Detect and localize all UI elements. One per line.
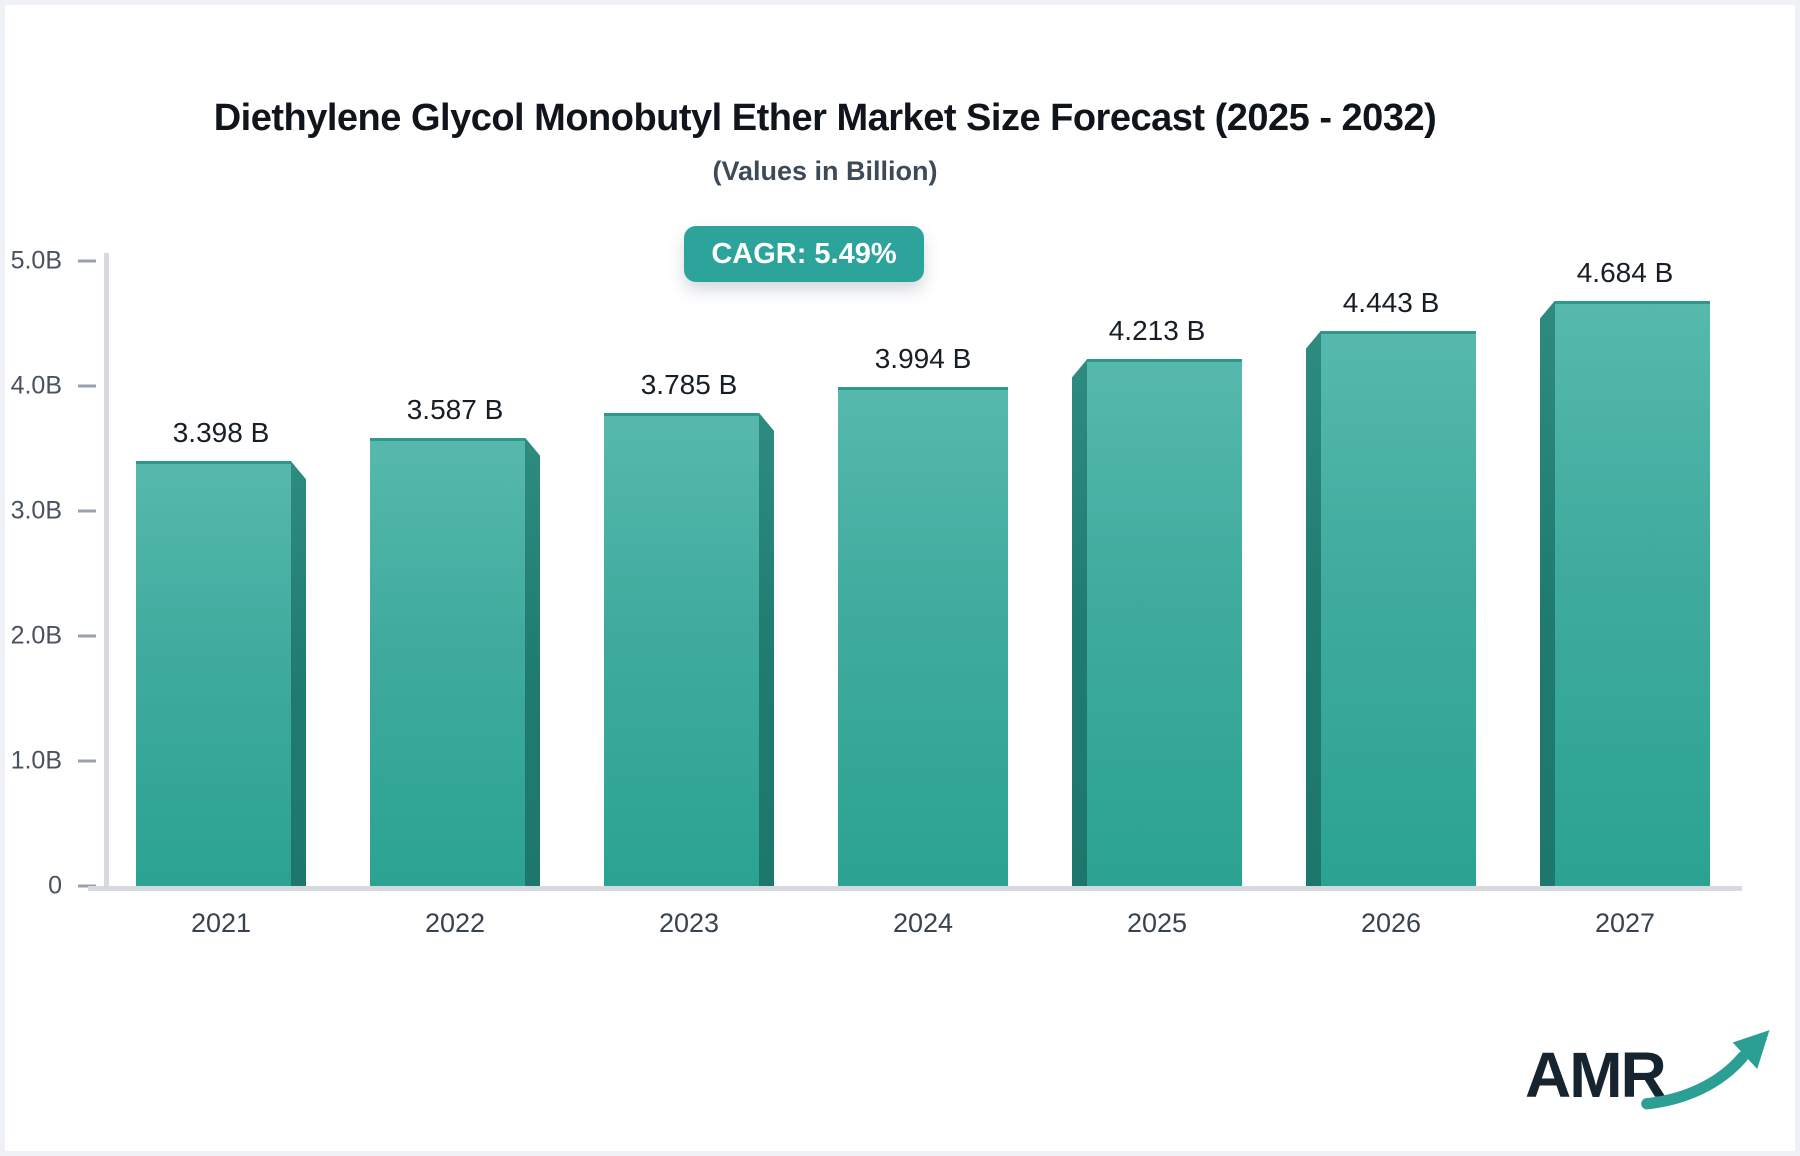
chart-header: Diethylene Glycol Monobutyl Ether Market…: [5, 97, 1645, 187]
y-tick: 5.0B: [11, 247, 104, 276]
bar-slot-2021: 3.398 B: [104, 261, 338, 886]
x-axis-label: 2027: [1594, 908, 1656, 938]
y-tick-dash: [78, 759, 96, 763]
y-tick: 3.0B: [11, 497, 104, 526]
bar-bevel: [1072, 359, 1087, 886]
amr-logo: AMR: [1525, 1027, 1775, 1123]
chart-title: Diethylene Glycol Monobutyl Ether Market…: [213, 97, 1437, 139]
plot-area: 5.0B 4.0B 3.0B 2.0B 1.0B 0 3.398 B 3.587 B 3.78…: [11, 247, 1742, 938]
chart-card: Diethylene Glycol Monobutyl Ether Market…: [5, 5, 1795, 1151]
x-axis-labels: 2021 2022 2023 2024 2025 2026 2027: [104, 908, 1742, 939]
x-axis-label: 2021: [190, 908, 252, 938]
x-axis-label: 2022: [424, 908, 486, 938]
bar-2026: 4.443 B: [1306, 287, 1476, 886]
x-axis-label: 2025: [1126, 908, 1188, 938]
bar-value-label: 4.213 B: [1108, 315, 1206, 347]
y-tick: 4.0B: [11, 372, 104, 401]
bar-bevel: [759, 412, 774, 886]
y-tick-dash: [78, 634, 96, 638]
y-axis: 5.0B 4.0B 3.0B 2.0B 1.0B 0: [11, 247, 1742, 900]
x-axis-label: 2023: [658, 908, 720, 938]
x-axis-label: 2024: [892, 908, 954, 938]
bar-2023: 3.785 B: [604, 369, 774, 886]
y-axis-line: [104, 253, 109, 886]
y-tick-dash: [78, 259, 96, 263]
y-tick: 2.0B: [11, 622, 104, 651]
y-tick-label: 1.0B: [10, 746, 62, 775]
y-tick-label: 3.0B: [10, 496, 62, 525]
x-axis-line: [88, 886, 1742, 891]
bar-bevel: [525, 437, 540, 886]
amr-logo-text: AMR: [1525, 1039, 1667, 1111]
y-tick-label: 4.0B: [10, 371, 62, 400]
y-tick-label: 2.0B: [10, 621, 62, 650]
chart-subtitle: (Values in Billion): [712, 156, 938, 186]
bar-slot-2023: 3.785 B: [572, 261, 806, 886]
y-tick-dash: [78, 509, 96, 513]
bar-slot-2022: 3.587 B: [338, 261, 572, 886]
bar-face: [1555, 300, 1710, 886]
bar-face: [136, 461, 291, 886]
bar-value-label: 3.994 B: [874, 342, 972, 374]
bar-face: [370, 437, 525, 886]
y-tick: 0: [48, 872, 104, 901]
y-tick-dash: [78, 884, 96, 888]
bar-slot-2025: 4.213 B: [1040, 261, 1274, 886]
bar-value-label: 3.587 B: [406, 393, 504, 425]
y-tick: 1.0B: [11, 747, 104, 776]
bar-bevel: [1306, 330, 1321, 886]
bar-face: [1087, 359, 1242, 886]
bar-face: [838, 386, 1008, 886]
bar-face: [604, 412, 759, 886]
bar-face: [1321, 330, 1476, 886]
bar-slot-2026: 4.443 B: [1274, 261, 1508, 886]
bar-bevel: [291, 461, 306, 886]
bar-2027: 4.684 B: [1540, 257, 1710, 886]
bar-2022: 3.587 B: [370, 394, 540, 886]
x-axis-label: 2026: [1360, 908, 1422, 938]
bar-value-label: 3.398 B: [172, 417, 270, 449]
bar-value-label: 4.684 B: [1576, 256, 1674, 288]
cagr-badge: CAGR: 5.49%: [684, 226, 924, 282]
bar-bevel: [1540, 300, 1555, 886]
bar-value-label: 3.785 B: [640, 368, 738, 400]
y-tick-label: 5.0B: [10, 246, 62, 275]
bar-2021: 3.398 B: [136, 417, 306, 886]
y-tick-label: 0: [48, 871, 62, 900]
bars-layer: 3.398 B 3.587 B 3.785 B 3.994 B 4.213 B 4.443…: [104, 257, 1742, 886]
y-tick-dash: [78, 384, 96, 388]
bar-slot-2024: 3.994 B: [806, 261, 1040, 886]
bar-value-label: 4.443 B: [1342, 286, 1440, 318]
bar-2025: 4.213 B: [1072, 315, 1242, 886]
bar-slot-2027: 4.684 B: [1508, 257, 1742, 886]
bar-2024: 3.994 B: [838, 343, 1008, 886]
amr-logo-arrow-icon: [1640, 1030, 1770, 1110]
